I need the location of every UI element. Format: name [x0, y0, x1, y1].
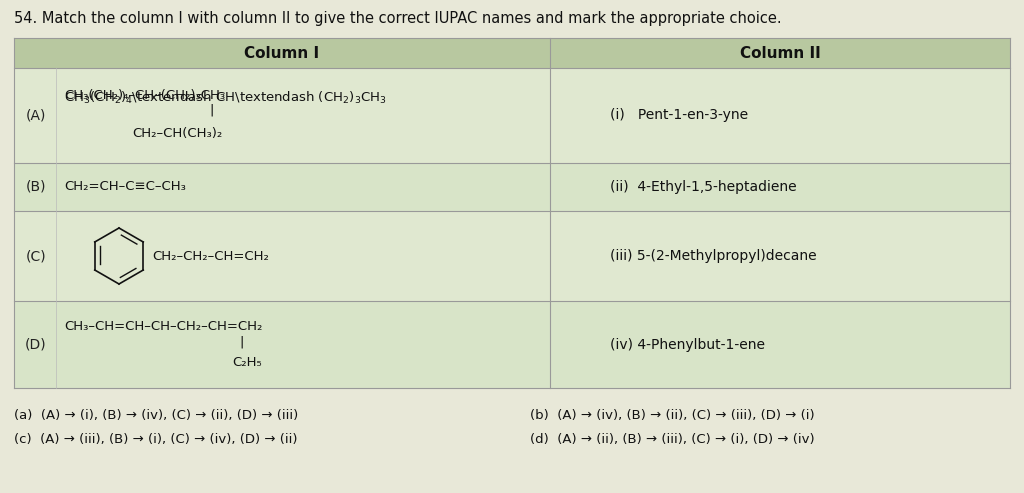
Text: 54. Match the column I with column II to give the correct IUPAC names and mark t: 54. Match the column I with column II to… — [14, 10, 781, 26]
Text: (iv) 4-Phenylbut-1-ene: (iv) 4-Phenylbut-1-ene — [610, 338, 765, 352]
Text: (i)   Pent-1-en-3-yne: (i) Pent-1-en-3-yne — [610, 108, 749, 122]
Text: C₂H₅: C₂H₅ — [232, 356, 262, 369]
Text: (D): (D) — [26, 338, 47, 352]
Bar — [14, 211, 1010, 301]
Text: CH₃(CH₂)₄–CH–(CH₂)₃CH₃: CH₃(CH₂)₄–CH–(CH₂)₃CH₃ — [63, 89, 225, 102]
Text: Column II: Column II — [739, 45, 820, 61]
Text: CH₂–CH₂–CH=CH₂: CH₂–CH₂–CH=CH₂ — [152, 249, 269, 262]
Bar — [14, 163, 1010, 211]
Bar — [14, 68, 1010, 163]
Text: (B): (B) — [26, 180, 46, 194]
Text: (b)  (A) → (iv), (B) → (ii), (C) → (iii), (D) → (i): (b) (A) → (iv), (B) → (ii), (C) → (iii),… — [530, 410, 815, 423]
Text: |: | — [240, 335, 244, 348]
Bar — [14, 301, 1010, 388]
Text: CH$_3$(CH$_2$)$_4$\textendash CH\textendash (CH$_2$)$_3$CH$_3$: CH$_3$(CH$_2$)$_4$\textendash CH\textend… — [63, 89, 387, 106]
Text: (c)  (A) → (iii), (B) → (i), (C) → (iv), (D) → (ii): (c) (A) → (iii), (B) → (i), (C) → (iv), … — [14, 433, 298, 447]
Text: CH₂–CH(CH₃)₂: CH₂–CH(CH₃)₂ — [132, 127, 222, 140]
Text: (a)  (A) → (i), (B) → (iv), (C) → (ii), (D) → (iii): (a) (A) → (i), (B) → (iv), (C) → (ii), (… — [14, 410, 298, 423]
Text: (iii) 5-(2-Methylpropyl)decane: (iii) 5-(2-Methylpropyl)decane — [610, 249, 816, 263]
Text: (d)  (A) → (ii), (B) → (iii), (C) → (i), (D) → (iv): (d) (A) → (ii), (B) → (iii), (C) → (i), … — [530, 433, 815, 447]
Text: |: | — [210, 104, 214, 117]
Text: CH₂=CH–C≡C–CH₃: CH₂=CH–C≡C–CH₃ — [63, 180, 186, 193]
Text: Column I: Column I — [245, 45, 319, 61]
Text: CH₃–CH=CH–CH–CH₂–CH=CH₂: CH₃–CH=CH–CH–CH₂–CH=CH₂ — [63, 320, 262, 333]
Text: (A): (A) — [26, 108, 46, 122]
Text: (ii)  4-Ethyl-1,5-heptadiene: (ii) 4-Ethyl-1,5-heptadiene — [610, 180, 797, 194]
Bar — [14, 38, 1010, 68]
Text: (C): (C) — [26, 249, 46, 263]
